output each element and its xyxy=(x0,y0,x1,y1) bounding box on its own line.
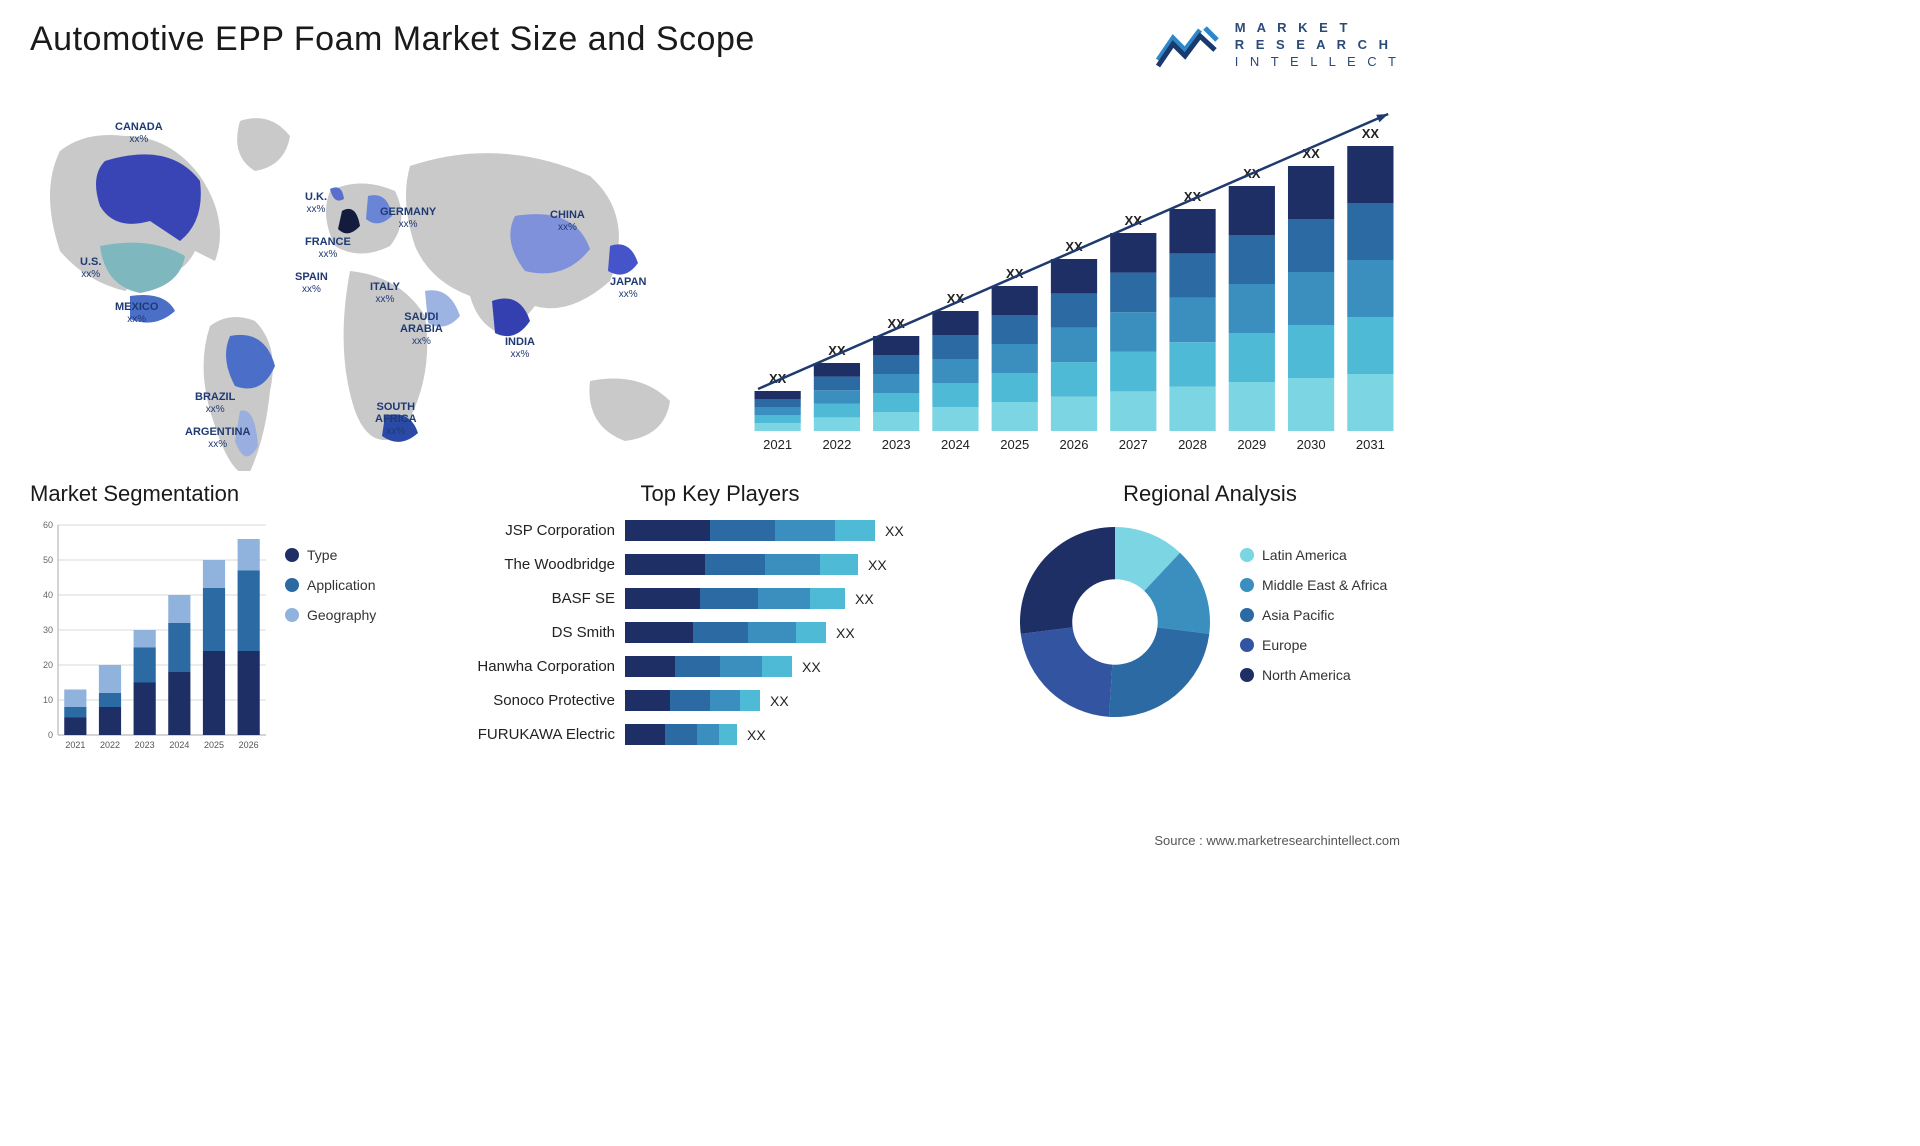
player-row: JSP Corporation XX xyxy=(455,517,985,545)
player-name: Hanwha Corporation xyxy=(455,658,625,675)
player-row: DS Smith XX xyxy=(455,619,985,647)
player-name: The Woodbridge xyxy=(455,556,625,573)
logo-icon xyxy=(1155,20,1225,70)
source-attribution: Source : www.marketresearchintellect.com xyxy=(1154,833,1400,848)
map-label: SPAINxx% xyxy=(295,271,328,295)
svg-text:2031: 2031 xyxy=(1356,437,1385,452)
svg-text:40: 40 xyxy=(43,590,53,600)
player-row: FURUKAWA Electric XX xyxy=(455,721,985,749)
player-name: DS Smith xyxy=(455,624,625,641)
player-name: Sonoco Protective xyxy=(455,692,625,709)
svg-text:2022: 2022 xyxy=(100,740,120,750)
legend-item: Application xyxy=(285,577,430,593)
player-row: Hanwha Corporation XX xyxy=(455,653,985,681)
map-label: INDIAxx% xyxy=(505,336,535,360)
svg-text:2022: 2022 xyxy=(822,437,851,452)
map-label: SAUDIARABIAxx% xyxy=(400,311,443,347)
map-label: SOUTHAFRICAxx% xyxy=(375,401,417,437)
page-title: Automotive EPP Foam Market Size and Scop… xyxy=(30,20,755,59)
logo-text: M A R K E T R E S E A R C H I N T E L L … xyxy=(1235,20,1400,71)
player-bar xyxy=(625,690,760,711)
players-title: Top Key Players xyxy=(455,481,985,507)
map-label: ARGENTINAxx% xyxy=(185,426,250,450)
player-bar xyxy=(625,656,792,677)
player-value: XX xyxy=(855,591,874,607)
svg-text:2024: 2024 xyxy=(169,740,189,750)
svg-text:50: 50 xyxy=(43,555,53,565)
svg-text:2025: 2025 xyxy=(204,740,224,750)
map-label: GERMANYxx% xyxy=(380,206,436,230)
svg-text:20: 20 xyxy=(43,660,53,670)
map-label: BRAZILxx% xyxy=(195,391,235,415)
player-row: The Woodbridge XX xyxy=(455,551,985,579)
player-value: XX xyxy=(885,523,904,539)
svg-text:0: 0 xyxy=(48,730,53,740)
legend-item: Europe xyxy=(1240,637,1410,653)
svg-text:2025: 2025 xyxy=(1000,437,1029,452)
map-label: ITALYxx% xyxy=(370,281,400,305)
segmentation-title: Market Segmentation xyxy=(30,481,430,507)
map-label: CANADAxx% xyxy=(115,121,163,145)
player-value: XX xyxy=(868,557,887,573)
svg-text:2026: 2026 xyxy=(239,740,259,750)
segmentation-legend: Type Application Geography xyxy=(285,517,430,757)
svg-text:2030: 2030 xyxy=(1297,437,1326,452)
legend-item: Middle East & Africa xyxy=(1240,577,1410,593)
player-value: XX xyxy=(770,693,789,709)
forecast-chart: XX2021XX2022XX2023XX2024XX2025XX2026XX20… xyxy=(740,81,1410,471)
svg-text:2027: 2027 xyxy=(1119,437,1148,452)
map-label: U.S.xx% xyxy=(80,256,101,280)
svg-text:2021: 2021 xyxy=(763,437,792,452)
player-value: XX xyxy=(802,659,821,675)
player-name: JSP Corporation xyxy=(455,522,625,539)
map-label: CHINAxx% xyxy=(550,209,585,233)
legend-item: North America xyxy=(1240,667,1410,683)
legend-item: Latin America xyxy=(1240,547,1410,563)
player-bar xyxy=(625,622,826,643)
svg-text:XX: XX xyxy=(1362,126,1380,141)
brand-logo: M A R K E T R E S E A R C H I N T E L L … xyxy=(1155,20,1400,71)
segmentation-chart: 0 10 20 30 40 50 60 2021 2022 2023 2024 2025 2026 xyxy=(30,517,270,757)
player-name: FURUKAWA Electric xyxy=(455,726,625,743)
regional-legend: Latin America Middle East & Africa Asia Pa… xyxy=(1240,547,1410,697)
svg-text:30: 30 xyxy=(43,625,53,635)
regional-donut xyxy=(1010,517,1220,727)
player-row: Sonoco Protective XX xyxy=(455,687,985,715)
map-label: MEXICOxx% xyxy=(115,301,158,325)
map-label: U.K.xx% xyxy=(305,191,327,215)
legend-item: Asia Pacific xyxy=(1240,607,1410,623)
svg-text:2021: 2021 xyxy=(65,740,85,750)
svg-text:2029: 2029 xyxy=(1237,437,1266,452)
player-value: XX xyxy=(836,625,855,641)
regional-title: Regional Analysis xyxy=(1010,481,1410,507)
svg-text:60: 60 xyxy=(43,520,53,530)
player-row: BASF SE XX xyxy=(455,585,985,613)
map-label: JAPANxx% xyxy=(610,276,646,300)
svg-text:2023: 2023 xyxy=(135,740,155,750)
map-label: FRANCExx% xyxy=(305,236,351,260)
svg-text:10: 10 xyxy=(43,695,53,705)
player-bar xyxy=(625,588,845,609)
svg-text:2024: 2024 xyxy=(941,437,970,452)
player-bar xyxy=(625,724,737,745)
player-value: XX xyxy=(747,727,766,743)
svg-text:2023: 2023 xyxy=(882,437,911,452)
legend-item: Geography xyxy=(285,607,430,623)
world-map: CANADAxx% U.S.xx% MEXICOxx% BRAZILxx% ARGENT… xyxy=(30,81,710,471)
player-name: BASF SE xyxy=(455,590,625,607)
player-bar xyxy=(625,554,858,575)
svg-text:2028: 2028 xyxy=(1178,437,1207,452)
players-chart: JSP CorporationXXThe WoodbridgeXXBASF SE… xyxy=(455,517,985,749)
legend-item: Type xyxy=(285,547,430,563)
player-bar xyxy=(625,520,875,541)
svg-text:2026: 2026 xyxy=(1060,437,1089,452)
